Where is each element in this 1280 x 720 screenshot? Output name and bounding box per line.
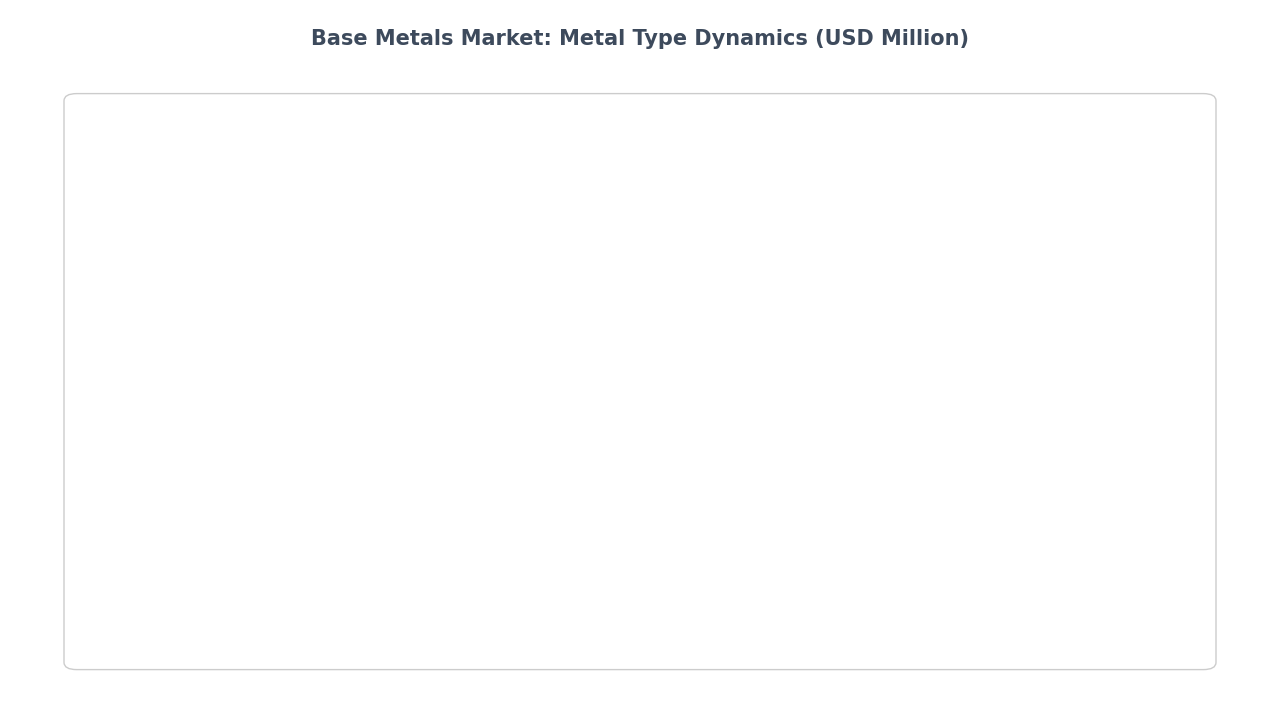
Bar [315, 354, 401, 576]
Legend: Copper, Aluminum, Lead, Others: Copper, Aluminum, Lead, Others [429, 639, 877, 667]
Bar [406, 424, 490, 576]
Bar [225, 202, 311, 576]
Bar [815, 282, 900, 576]
Bar [995, 374, 1080, 576]
Bar [905, 364, 991, 576]
Bar [495, 438, 581, 576]
Bar [724, 151, 810, 576]
Text: Base Metals Market: Metal Type Dynamics (USD Million): Base Metals Market: Metal Type Dynamics … [311, 29, 969, 49]
